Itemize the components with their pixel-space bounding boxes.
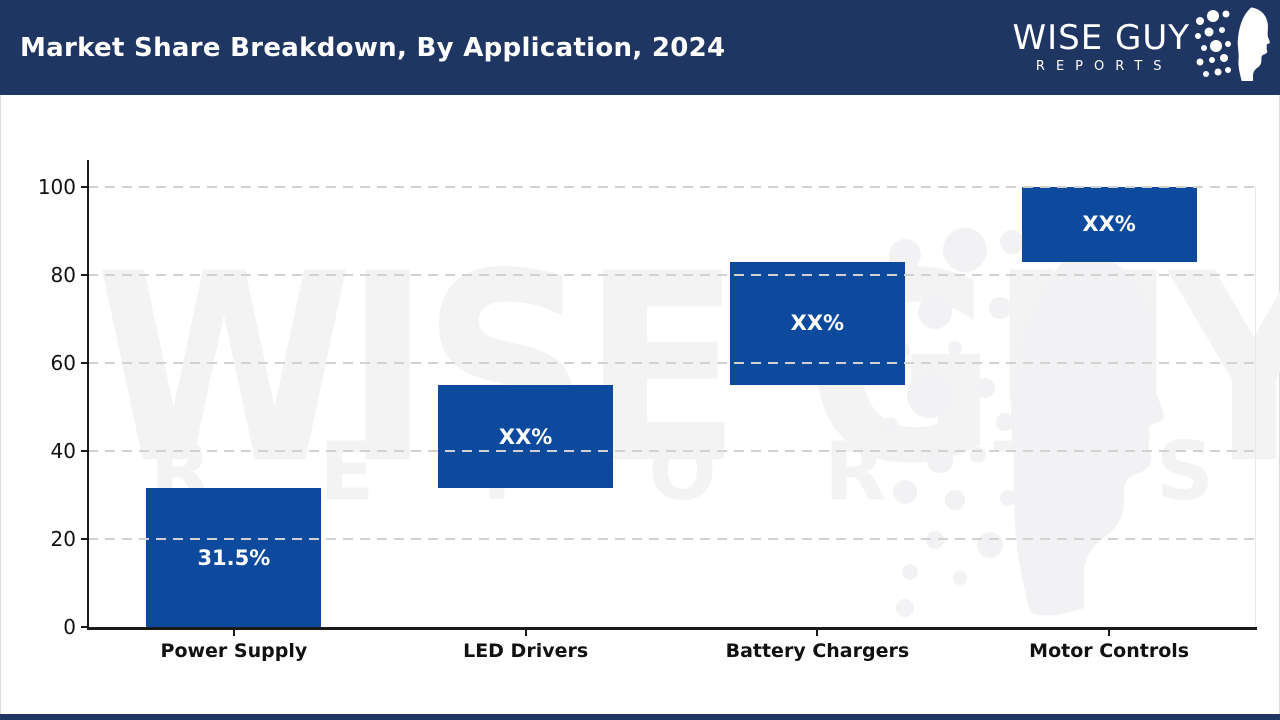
bar-motor-controls <box>1022 187 1197 262</box>
x-tick-label: Motor Controls <box>1029 640 1190 662</box>
bar-power-supply <box>146 488 321 627</box>
bar-value-label: XX% <box>1082 212 1136 237</box>
bar-value-label: 31.5% <box>197 545 271 570</box>
x-axis-line <box>87 627 1257 630</box>
x-tick-mark <box>232 629 235 636</box>
header-bar: Market Share Breakdown, By Application, … <box>0 0 1280 95</box>
logo-subtext: REPORTS <box>1035 58 1173 74</box>
wiseguy-logo: WISE GUY REPORTS <box>1012 5 1270 91</box>
plot-right-edge <box>1255 187 1256 627</box>
bar-value-label: XX% <box>790 311 845 336</box>
logo-wordmark-block: WISE GUY REPORTS <box>1012 18 1190 74</box>
bar-battery-chargers <box>730 262 905 385</box>
y-tick-label: 0 <box>63 615 76 639</box>
x-tick-label: Battery Chargers <box>725 640 910 662</box>
x-tick-mark <box>524 629 527 636</box>
logo-wordmark: WISE GUY <box>1012 18 1190 59</box>
y-tick-mark <box>81 362 88 364</box>
y-tick-label: 40 <box>50 439 76 463</box>
gridline-100 <box>88 186 1255 188</box>
x-tick-mark <box>1108 629 1111 636</box>
gridline-60 <box>88 362 1255 364</box>
bar-led-drivers <box>438 385 613 488</box>
bar-value-label: XX% <box>498 424 553 449</box>
y-tick-label: 100 <box>37 175 76 199</box>
y-tick-mark <box>81 186 88 188</box>
x-tick-label: LED Drivers <box>463 640 589 662</box>
watermark-face-icon <box>876 228 1164 617</box>
wiseguy-face-icon <box>1195 7 1270 81</box>
y-tick-mark <box>81 538 88 540</box>
y-axis-line <box>87 160 89 629</box>
gridline-80 <box>88 274 1255 276</box>
y-tick-mark <box>81 626 88 628</box>
y-tick-mark <box>81 274 88 276</box>
y-tick-label: 60 <box>50 351 76 375</box>
gridline-40 <box>88 450 1255 452</box>
footer-bar <box>0 714 1280 720</box>
x-tick-mark <box>816 629 819 636</box>
x-tick-label: Power Supply <box>160 640 308 662</box>
y-tick-label: 20 <box>50 527 76 551</box>
y-tick-label: 80 <box>50 263 76 287</box>
chart-title: Market Share Breakdown, By Application, … <box>20 32 726 63</box>
gridline-20 <box>88 538 1255 540</box>
y-tick-mark <box>81 450 88 452</box>
